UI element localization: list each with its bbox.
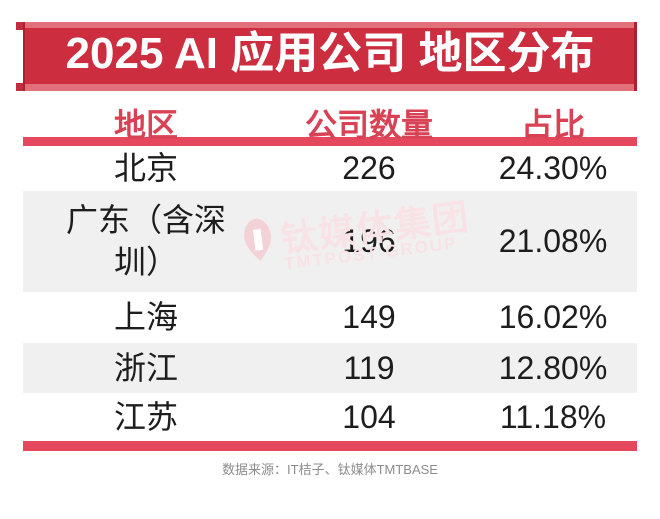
svg-text:2025 AI 应用公司 地区分布: 2025 AI 应用公司 地区分布 [66,29,595,78]
